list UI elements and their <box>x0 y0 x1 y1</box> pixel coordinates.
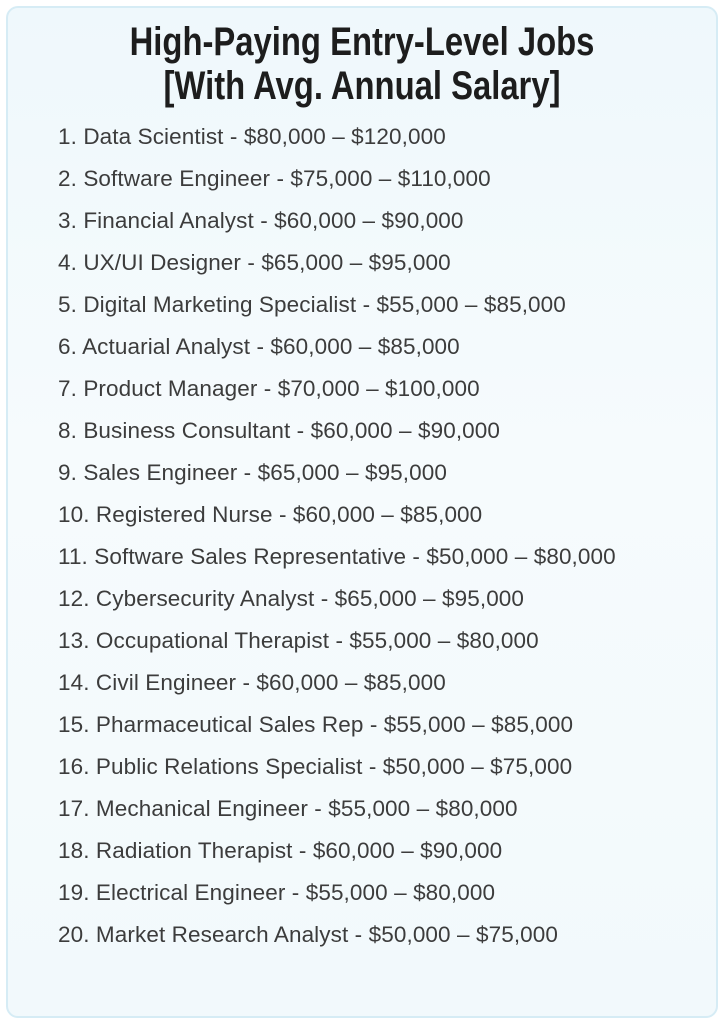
list-item: 9. Sales Engineer - $65,000 – $95,000 <box>58 460 447 485</box>
list-item: 5. Digital Marketing Specialist - $55,00… <box>58 292 566 317</box>
list-item: 13. Occupational Therapist - $55,000 – $… <box>58 628 539 653</box>
list-item: 12. Cybersecurity Analyst - $65,000 – $9… <box>58 586 525 611</box>
list-item: 6. Actuarial Analyst - $60,000 – $85,000 <box>58 334 460 359</box>
list-item: 10. Registered Nurse - $60,000 – $85,000 <box>58 502 483 527</box>
infographic-panel: High-Paying Entry-Level Jobs [With Avg. … <box>6 6 718 1018</box>
title-line-2: [With Avg. Annual Salary] <box>163 64 561 108</box>
title-line-1: High-Paying Entry-Level Jobs <box>129 20 595 64</box>
list-item: 4. UX/UI Designer - $65,000 – $95,000 <box>58 250 451 275</box>
list-item: 19. Electrical Engineer - $55,000 – $80,… <box>58 880 496 905</box>
list-item: 17. Mechanical Engineer - $55,000 – $80,… <box>58 796 518 821</box>
list-item: 15. Pharmaceutical Sales Rep - $55,000 –… <box>58 712 574 737</box>
list-item: 3. Financial Analyst - $60,000 – $90,000 <box>58 208 464 233</box>
list-item: 16. Public Relations Specialist - $50,00… <box>58 754 573 779</box>
list-item: 18. Radiation Therapist - $60,000 – $90,… <box>58 838 503 863</box>
page-title: High-Paying Entry-Level Jobs [With Avg. … <box>8 20 716 108</box>
list-item: 1. Data Scientist - $80,000 – $120,000 <box>58 124 446 149</box>
list-item: 14. Civil Engineer - $60,000 – $85,000 <box>58 670 446 695</box>
job-list: 1. Data Scientist - $80,000 – $120,000 2.… <box>8 116 716 956</box>
list-item: 7. Product Manager - $70,000 – $100,000 <box>58 376 480 401</box>
list-item: 8. Business Consultant - $60,000 – $90,0… <box>58 418 501 443</box>
list-item: 11. Software Sales Representative - $50,… <box>58 544 616 569</box>
list-item: 2. Software Engineer - $75,000 – $110,00… <box>58 166 491 191</box>
list-item: 20. Market Research Analyst - $50,000 – … <box>58 922 559 947</box>
